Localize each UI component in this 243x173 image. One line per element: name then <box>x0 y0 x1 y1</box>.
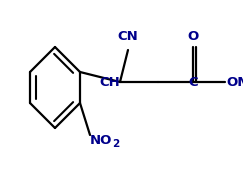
Text: OMe: OMe <box>226 75 243 89</box>
Text: O: O <box>187 30 199 43</box>
Text: 2: 2 <box>112 139 119 149</box>
Text: C: C <box>188 75 198 89</box>
Text: NO: NO <box>90 134 112 147</box>
Text: CN: CN <box>118 30 138 43</box>
Text: CH: CH <box>99 75 120 89</box>
